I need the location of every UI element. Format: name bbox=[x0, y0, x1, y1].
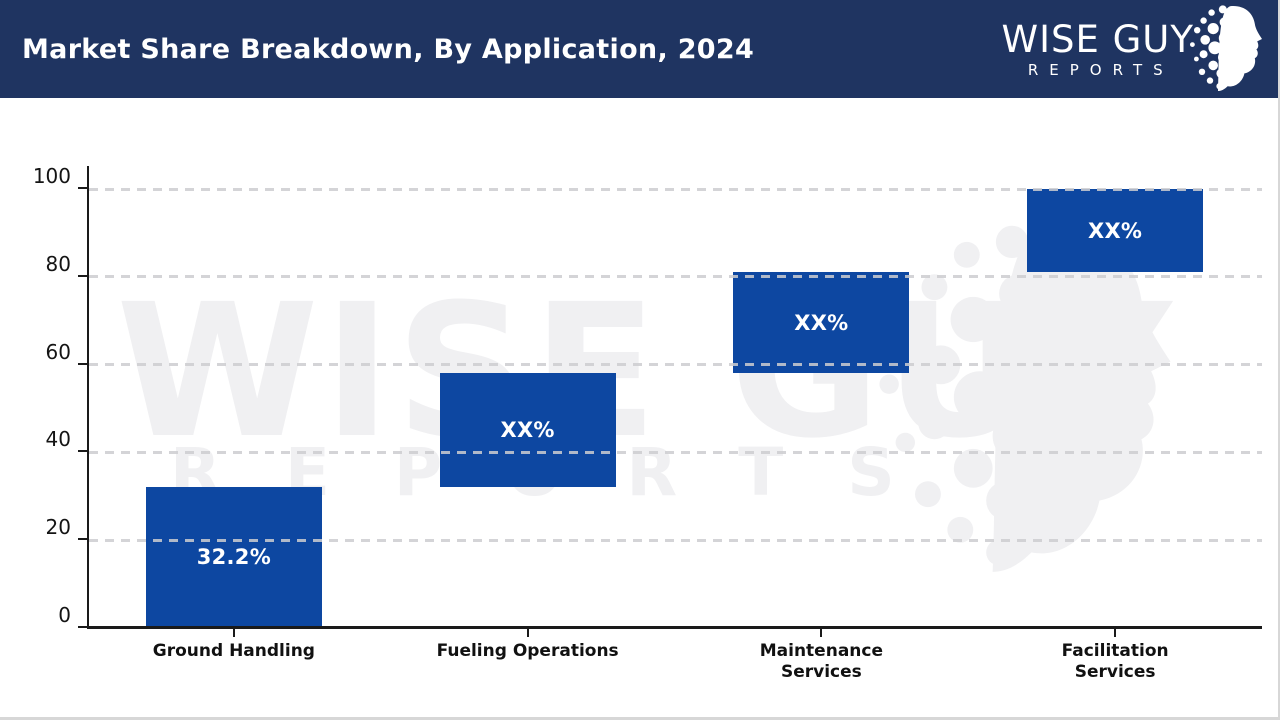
x-category-label: Maintenance Services bbox=[759, 641, 884, 682]
gridline-y60 bbox=[89, 363, 1262, 367]
x-category-label: Facilitation Services bbox=[1061, 641, 1169, 682]
y-tick-label: 60 bbox=[45, 339, 71, 364]
x-tick-mark bbox=[526, 628, 529, 637]
y-tick-mark bbox=[78, 274, 87, 277]
gridline-y100 bbox=[89, 187, 1262, 191]
x-tick-mark bbox=[232, 628, 235, 637]
plot-area: 0 20 40 60 80 100 32.2% Ground Handling XX% Fueli… bbox=[33, 164, 1262, 682]
y-tick-label: 20 bbox=[45, 515, 71, 540]
y-tick-mark bbox=[78, 187, 87, 189]
y-tick-mark bbox=[78, 450, 87, 453]
x-tick-mark bbox=[1114, 628, 1117, 637]
x-axis-line bbox=[87, 626, 1262, 629]
y-tick-mark bbox=[78, 538, 87, 541]
y-tick-label: 0 bbox=[58, 603, 71, 627]
bar-segment: 32.2% bbox=[145, 486, 322, 628]
header-bar: Market Share Breakdown, By Application, … bbox=[0, 0, 1278, 98]
x-tick-mark bbox=[820, 628, 823, 637]
chart-area: WISE GUY REPORTS 02040608010032.2%Ground… bbox=[0, 98, 1278, 717]
page-title: Market Share Breakdown, By Application, … bbox=[22, 33, 755, 65]
x-category-label: Fueling Operations bbox=[436, 641, 619, 661]
y-tick-label: 40 bbox=[45, 427, 71, 452]
bar-segment: XX% bbox=[1027, 189, 1204, 273]
gridline-y20 bbox=[89, 538, 1262, 542]
y-tick-mark bbox=[78, 362, 87, 365]
bar-segment: XX% bbox=[733, 272, 910, 374]
y-axis-line bbox=[87, 166, 89, 628]
y-tick-mark bbox=[78, 626, 87, 628]
y-tick-label: 100 bbox=[32, 164, 71, 188]
bar-value-label: XX% bbox=[794, 310, 849, 335]
logo-wordmark: WISE GUY bbox=[1001, 17, 1194, 61]
wiseguy-logo: WISE GUY REPORTS bbox=[1002, 0, 1272, 98]
bar-segment: XX% bbox=[439, 373, 616, 487]
bar-value-label: XX% bbox=[1087, 218, 1143, 243]
logo-subtitle: REPORTS bbox=[1027, 60, 1174, 79]
x-category-label: Ground Handling bbox=[152, 641, 315, 661]
gridline-y40 bbox=[89, 450, 1262, 454]
logo-text: WISE GUY REPORTS bbox=[1002, 21, 1194, 78]
bar-value-label: XX% bbox=[500, 418, 555, 443]
gridline-y80 bbox=[89, 275, 1262, 279]
y-tick-label: 80 bbox=[45, 251, 71, 276]
bar-value-label: 32.2% bbox=[196, 545, 272, 570]
